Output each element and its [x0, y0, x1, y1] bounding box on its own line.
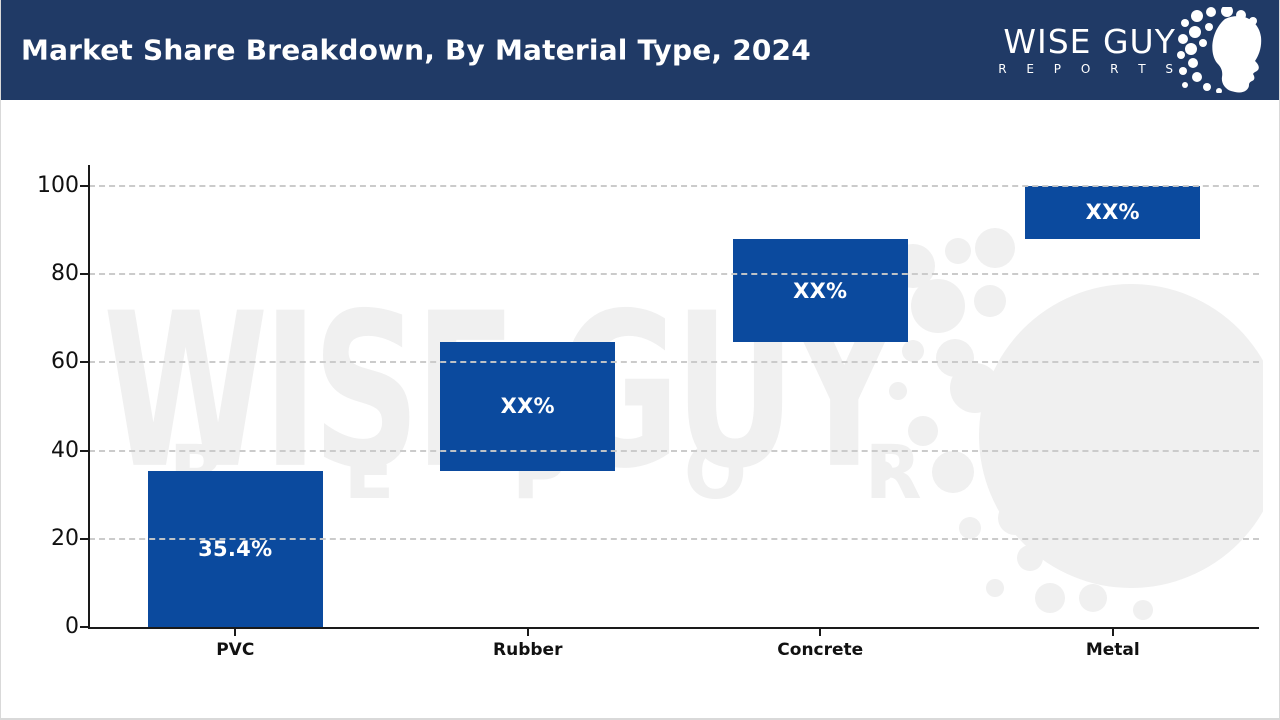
brand-logo: WISE GUY R E P O R T S — [998, 6, 1267, 94]
x-tick-pvc — [234, 629, 237, 636]
x-category-label-pvc: PVC — [216, 640, 255, 660]
gridline-20 — [89, 537, 1259, 540]
y-tick-label-60: 60 — [51, 349, 79, 375]
plot-area: 0 20 40 60 80 100 35.4% PVC XX% Rubber XX% Concrete… — [1, 100, 1279, 718]
brand-name: WISE GUY — [1003, 21, 1176, 61]
header-bar: Market Share Breakdown, By Material Type… — [1, 0, 1279, 100]
y-tick-40 — [80, 449, 89, 452]
gridline-60 — [89, 361, 1259, 364]
y-tick-label-0: 0 — [65, 614, 79, 639]
bar-concrete: XX% — [732, 238, 908, 343]
y-tick-20 — [80, 537, 89, 540]
x-tick-metal — [1111, 629, 1114, 636]
y-tick-0 — [80, 626, 89, 628]
bar-label-concrete: XX% — [793, 278, 848, 303]
x-tick-concrete — [819, 629, 822, 636]
y-tick-100 — [80, 185, 89, 187]
gridline-100 — [89, 185, 1259, 187]
bar-metal: XX% — [1025, 186, 1201, 239]
bar-label-metal: XX% — [1085, 200, 1140, 225]
x-category-label-rubber: Rubber — [493, 640, 563, 660]
bar-label-rubber: XX% — [500, 394, 555, 419]
y-tick-80 — [80, 273, 89, 276]
bar-rubber: XX% — [440, 342, 616, 471]
x-axis — [88, 627, 1259, 629]
gridline-40 — [89, 449, 1259, 452]
x-category-label-concrete: Concrete — [777, 640, 864, 660]
y-axis — [88, 165, 90, 629]
y-tick-label-20: 20 — [51, 525, 79, 551]
brand-tagline: R E P O R T S — [998, 62, 1181, 77]
page-title: Market Share Breakdown, By Material Type… — [21, 33, 811, 67]
x-tick-rubber — [526, 629, 529, 636]
y-tick-label-100: 100 — [37, 173, 79, 198]
y-tick-label-40: 40 — [51, 437, 79, 463]
y-tick-label-80: 80 — [51, 261, 79, 287]
y-tick-60 — [80, 361, 89, 364]
brand-face-icon — [1177, 7, 1262, 93]
brand-logo-text: WISE GUY R E P O R T S — [998, 21, 1181, 77]
bar-pvc: 35.4% — [147, 470, 323, 627]
gridline-80 — [89, 273, 1259, 276]
x-category-label-metal: Metal — [1085, 640, 1140, 660]
bar-label-pvc: 35.4% — [198, 536, 273, 561]
